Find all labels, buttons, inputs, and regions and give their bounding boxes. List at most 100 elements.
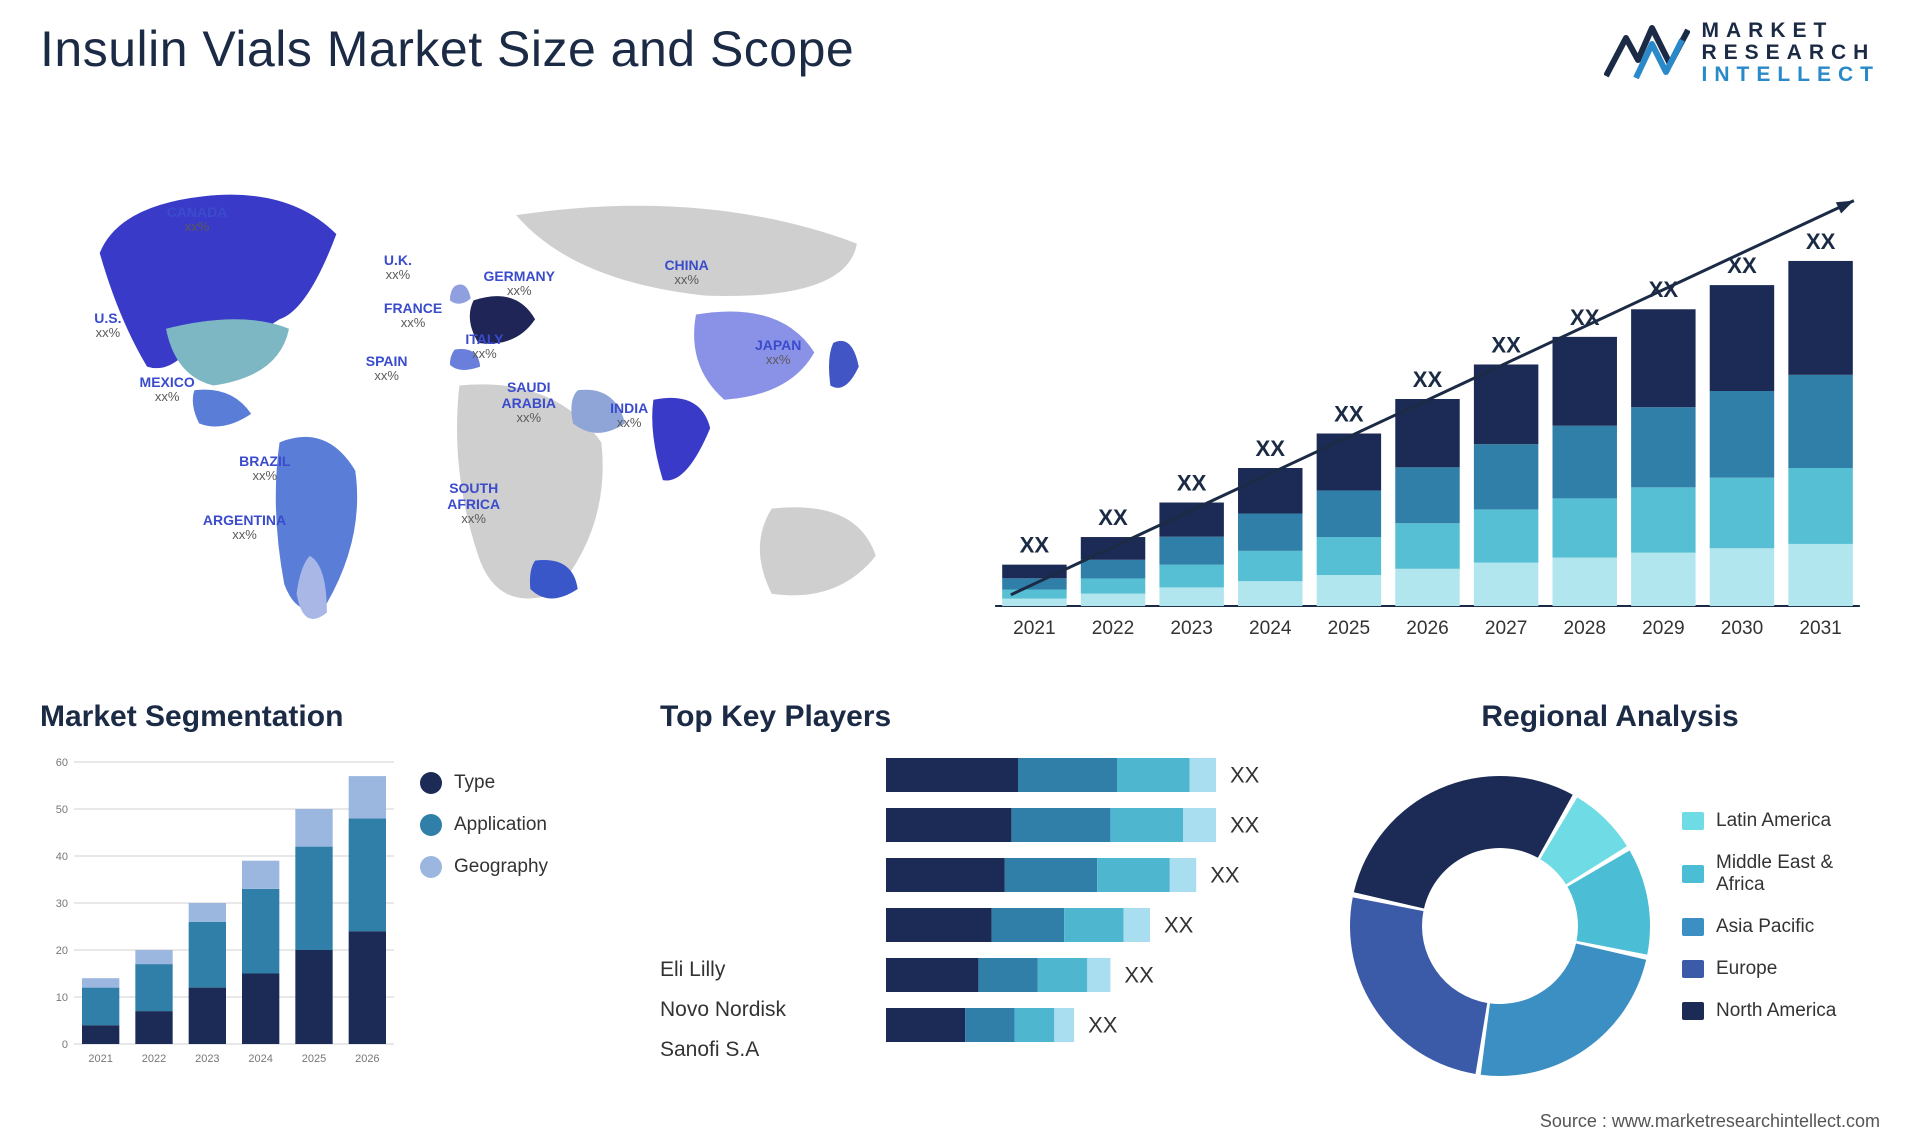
segmentation-legend: Type Application Geography: [400, 752, 640, 1100]
legend-item: Type: [420, 772, 640, 794]
logo-line-2: RESEARCH: [1702, 42, 1881, 64]
svg-text:2024: 2024: [248, 1053, 272, 1065]
svg-text:XX: XX: [1088, 1012, 1118, 1037]
svg-text:XX: XX: [1806, 229, 1836, 254]
legend-item: Application: [420, 814, 640, 836]
svg-text:2026: 2026: [1406, 618, 1448, 639]
legend-swatch: [1682, 812, 1704, 830]
key-players-panel: Top Key Players Eli LillyNovo NordiskSan…: [660, 700, 1320, 1100]
svg-text:XX: XX: [1210, 862, 1240, 887]
legend-swatch: [1682, 918, 1704, 936]
svg-text:2027: 2027: [1485, 618, 1527, 639]
map-label: GERMANYxx%: [483, 268, 555, 299]
world-map-panel: CANADAxx% U.S.xx% MEXICOxx% BRAZILxx% ARGENT…: [40, 130, 945, 660]
svg-text:XX: XX: [1334, 401, 1364, 426]
map-label: INDIAxx%: [610, 400, 648, 431]
regional-title: Regional Analysis: [1340, 700, 1880, 734]
legend-item: Latin America: [1682, 810, 1880, 832]
legend-item: North America: [1682, 1000, 1880, 1022]
svg-text:XX: XX: [1230, 812, 1260, 837]
svg-text:XX: XX: [1413, 367, 1443, 392]
page-title: Insulin Vials Market Size and Scope: [40, 20, 854, 78]
svg-text:XX: XX: [1256, 436, 1286, 461]
map-label: ITALYxx%: [465, 331, 503, 362]
logo-line-3: INTELLECT: [1702, 64, 1881, 86]
legend-label: Middle East & Africa: [1716, 852, 1880, 896]
map-label: U.S.xx%: [94, 310, 121, 341]
map-label: SOUTHAFRICAxx%: [447, 480, 500, 527]
map-label: MEXICOxx%: [140, 374, 195, 405]
top-row: CANADAxx% U.S.xx% MEXICOxx% BRAZILxx% ARGENT…: [40, 130, 1880, 660]
legend-label: Europe: [1716, 958, 1777, 980]
brand-logo: MARKET RESEARCH INTELLECT: [1604, 20, 1881, 86]
legend-label: Geography: [454, 856, 548, 878]
svg-text:2031: 2031: [1799, 618, 1841, 639]
svg-text:XX: XX: [1230, 762, 1260, 787]
segmentation-svg: 0102030405060202120222023202420252026: [40, 752, 400, 1072]
regional-donut: [1340, 766, 1660, 1086]
svg-text:2026: 2026: [355, 1053, 379, 1065]
svg-text:XX: XX: [1098, 505, 1128, 530]
key-player-item: Novo Nordisk: [660, 990, 860, 1030]
svg-text:50: 50: [56, 804, 68, 816]
map-label: ARGENTINAxx%: [203, 512, 286, 543]
segmentation-panel: Market Segmentation 01020304050602021202…: [40, 700, 640, 1100]
legend-swatch: [420, 856, 442, 878]
svg-text:0: 0: [62, 1039, 68, 1051]
logo-icon: [1604, 20, 1690, 86]
regional-legend: Latin America Middle East & Africa Asia Pa…: [1660, 810, 1880, 1042]
logo-text: MARKET RESEARCH INTELLECT: [1702, 20, 1881, 86]
svg-text:2021: 2021: [88, 1053, 112, 1065]
key-players-title: Top Key Players: [660, 700, 1320, 734]
svg-text:2029: 2029: [1642, 618, 1684, 639]
legend-label: Application: [454, 814, 547, 836]
key-player-item: Eli Lilly: [660, 950, 860, 990]
map-label: FRANCExx%: [384, 300, 442, 331]
svg-text:2028: 2028: [1563, 618, 1605, 639]
legend-label: Type: [454, 772, 495, 794]
svg-text:10: 10: [56, 992, 68, 1004]
legend-label: Latin America: [1716, 810, 1831, 832]
growth-chart-svg: XX 2021 XX 2022 XX 2023 XX 2024 XX 2025 XX 2026 XX 20…: [975, 170, 1880, 660]
map-label: SPAINxx%: [366, 353, 408, 384]
svg-text:2025: 2025: [302, 1053, 326, 1065]
legend-label: Asia Pacific: [1716, 916, 1814, 938]
growth-chart-panel: XX 2021 XX 2022 XX 2023 XX 2024 XX 2025 XX 2026 XX 20…: [975, 130, 1880, 660]
map-label: BRAZILxx%: [239, 453, 290, 484]
svg-text:40: 40: [56, 851, 68, 863]
svg-text:60: 60: [56, 757, 68, 769]
key-players-svg: XXXXXXXXXXXX: [880, 752, 1320, 1072]
svg-text:2022: 2022: [1092, 618, 1134, 639]
regional-donut-svg: [1340, 766, 1660, 1086]
logo-line-1: MARKET: [1702, 20, 1881, 42]
legend-item: Europe: [1682, 958, 1880, 980]
svg-text:2025: 2025: [1328, 618, 1370, 639]
svg-text:XX: XX: [1020, 533, 1050, 558]
svg-text:2022: 2022: [142, 1053, 166, 1065]
map-label: JAPANxx%: [755, 337, 801, 368]
segmentation-chart: 0102030405060202120222023202420252026: [40, 752, 400, 1100]
key-player-item: Sanofi S.A: [660, 1030, 860, 1070]
map-label: U.K.xx%: [384, 252, 412, 283]
svg-text:2023: 2023: [195, 1053, 219, 1065]
svg-text:2023: 2023: [1170, 618, 1212, 639]
legend-swatch: [420, 814, 442, 836]
key-players-list: Eli LillyNovo NordiskSanofi S.A: [660, 752, 860, 1100]
svg-text:XX: XX: [1491, 332, 1521, 357]
legend-swatch: [1682, 960, 1704, 978]
map-label: SAUDIARABIAxx%: [502, 379, 556, 426]
page: Insulin Vials Market Size and Scope MARK…: [0, 0, 1920, 1146]
svg-text:XX: XX: [1124, 962, 1154, 987]
map-label: CANADAxx%: [167, 204, 228, 235]
svg-text:XX: XX: [1177, 470, 1207, 495]
regional-panel: Regional Analysis Latin America Middle Ea…: [1340, 700, 1880, 1100]
legend-item: Middle East & Africa: [1682, 852, 1880, 896]
svg-text:2021: 2021: [1013, 618, 1055, 639]
svg-text:2024: 2024: [1249, 618, 1292, 639]
legend-label: North America: [1716, 1000, 1836, 1022]
key-players-chart: XXXXXXXXXXXX: [880, 752, 1320, 1100]
segmentation-title: Market Segmentation: [40, 700, 640, 734]
svg-text:2030: 2030: [1721, 618, 1763, 639]
legend-swatch: [420, 772, 442, 794]
legend-swatch: [1682, 1002, 1704, 1020]
